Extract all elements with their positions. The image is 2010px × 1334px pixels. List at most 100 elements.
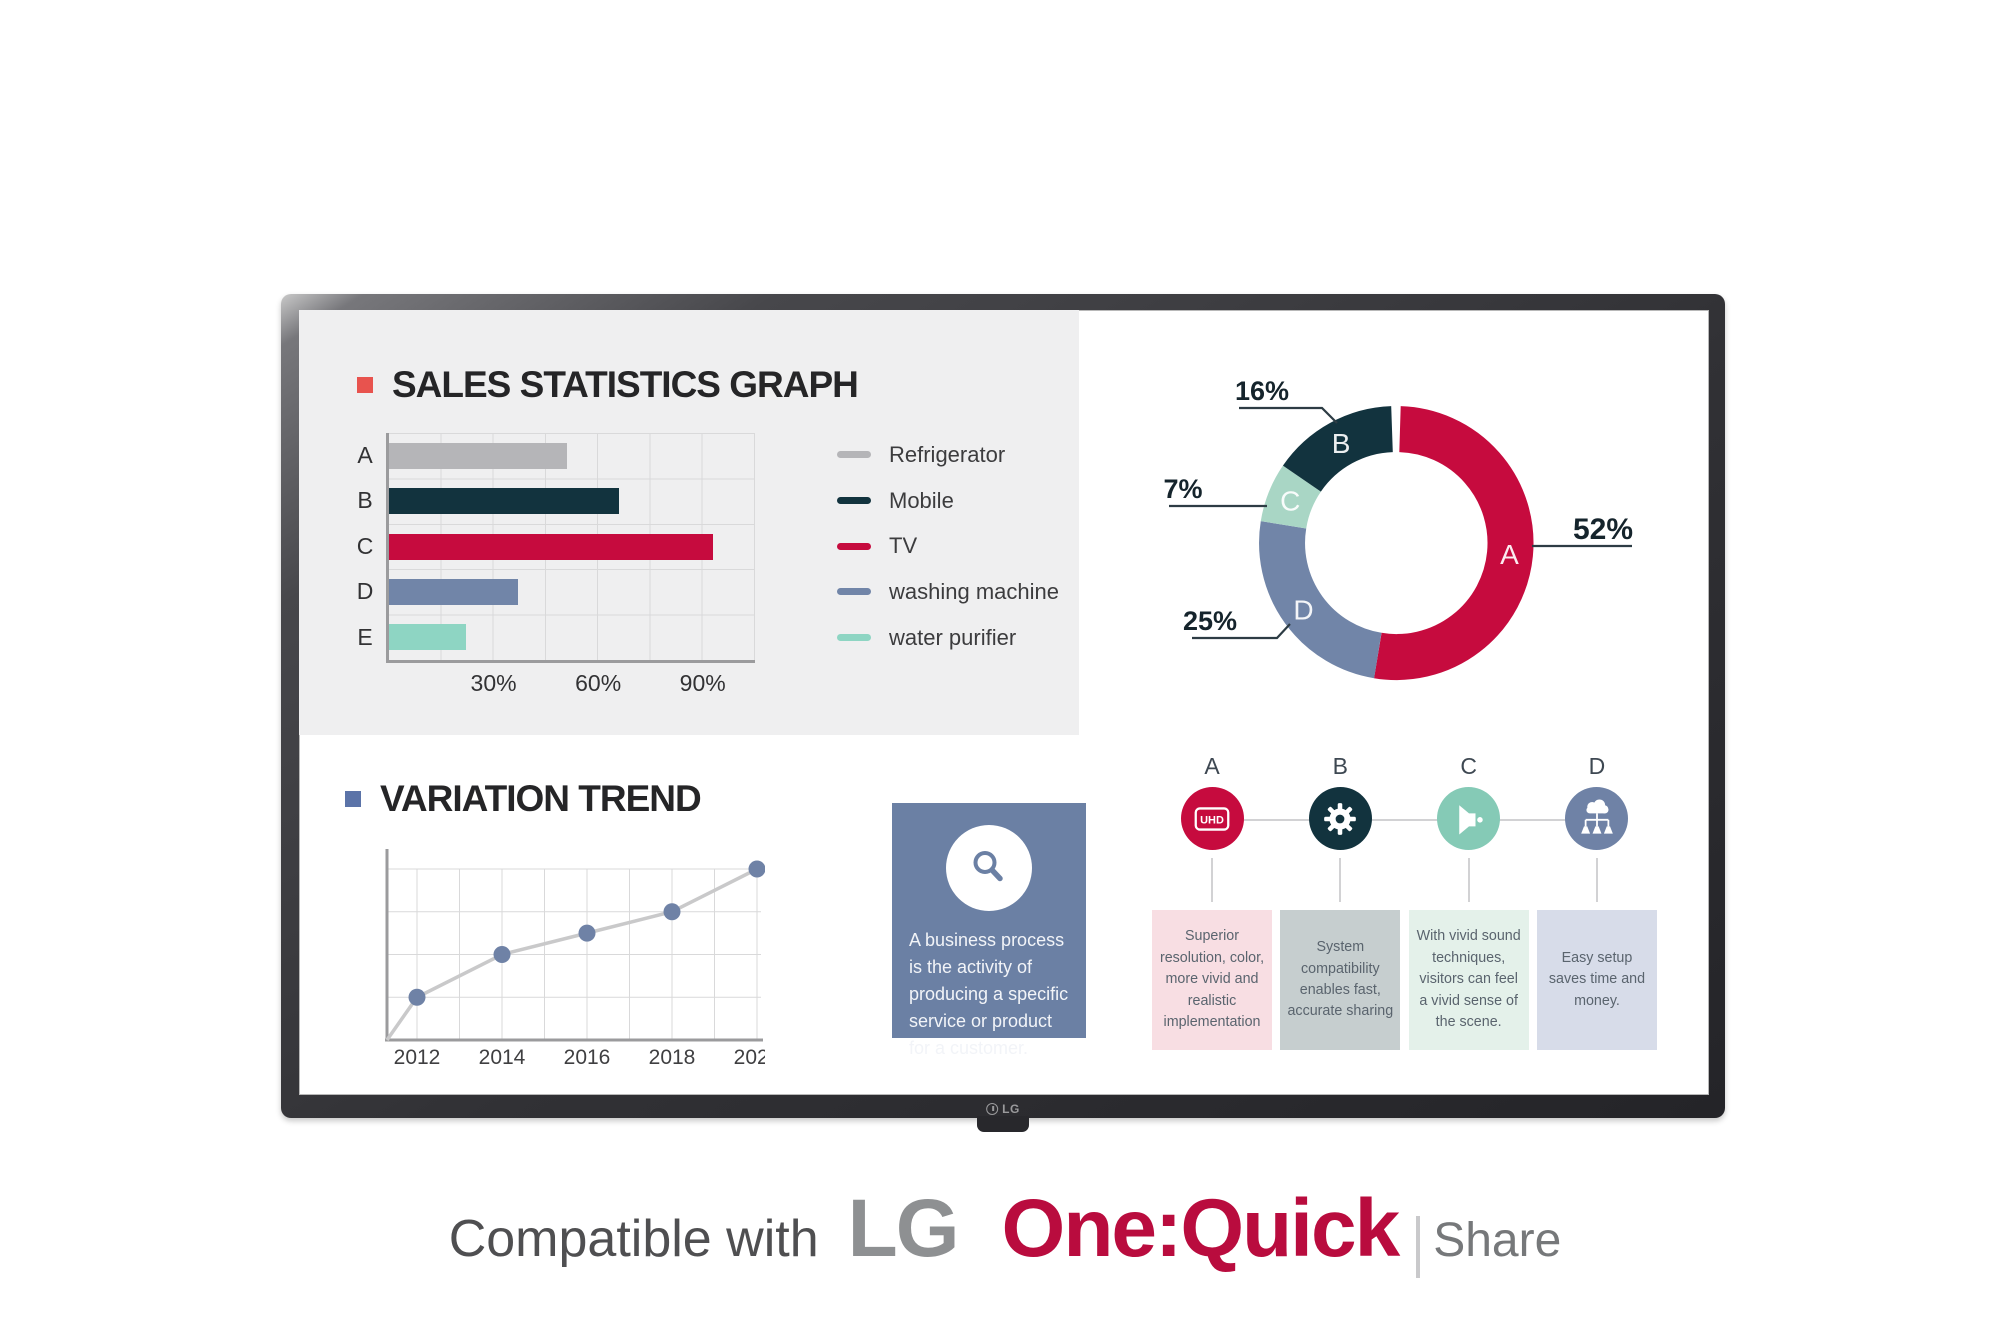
line-svg: 2012 2014 2016 2018 2020: [385, 849, 780, 1069]
gear-icon: [1324, 802, 1357, 835]
bar-category-label: D: [356, 578, 374, 605]
bar-axis-tick-label: 60%: [575, 670, 622, 696]
feature-column-D: D Easy setup saves time and money.: [1536, 753, 1657, 1050]
donut-segment-letter: C: [1280, 486, 1300, 517]
data-point: [748, 860, 766, 878]
bar: [389, 578, 518, 605]
bar: [389, 442, 567, 469]
year-label: 2016: [564, 1046, 611, 1069]
donut-percent-label: 25%: [1183, 606, 1237, 636]
uhd-badge-icon: UHD: [1194, 806, 1230, 831]
donut-segment-letter: A: [1500, 539, 1519, 570]
network-icon: [1581, 799, 1613, 834]
feature-stem-line: [1211, 858, 1213, 902]
feature-letter: C: [1460, 753, 1477, 779]
bar-category-label: A: [357, 442, 373, 468]
donut-callout-line: [1192, 623, 1291, 640]
bar-category-label: B: [357, 487, 373, 514]
tagline: Compatible with LG One:Quick Share: [0, 1183, 2010, 1278]
legend-label: TV: [889, 533, 918, 559]
feature-card-text: Superior resolution, color, more vivid a…: [1159, 928, 1265, 1031]
data-point: [408, 988, 426, 1006]
svg-text:UHD: UHD: [1200, 814, 1224, 826]
legend-swatch: [837, 497, 871, 505]
legend-item: water purifier: [837, 615, 1059, 661]
tagline-divider: [1416, 1216, 1421, 1278]
bar-axis-tick-label: 90%: [679, 670, 726, 696]
feature-letter: D: [1588, 753, 1606, 779]
legend-label: Refrigerator: [889, 441, 1006, 467]
feature-letter: A: [1204, 753, 1220, 779]
legend-swatch: [837, 588, 871, 596]
donut-segment-B: [1282, 406, 1394, 493]
feature-column-A: A UHD Superior resolution, color, more vi…: [1152, 754, 1272, 1050]
legend-item: Refrigerator: [837, 432, 1059, 478]
legend-item: TV: [837, 523, 1059, 569]
legend-label: Mobile: [889, 487, 954, 513]
speaker-icon: [1458, 804, 1483, 834]
feature-card-C: With vivid sound techniques, visitors ca…: [1408, 910, 1529, 1050]
year-label: 2020: [734, 1046, 765, 1069]
bar-axis-tick-label: 30%: [470, 670, 517, 696]
legend-label: washing machine: [889, 578, 1059, 604]
business-process-text: A business process is the activity of pr…: [909, 930, 1069, 1058]
feature-column-B: B System compatibility enables fast, acc…: [1280, 753, 1401, 1050]
year-label: 2012: [394, 1046, 441, 1069]
feature-column-C: C With vivid sound techniques, visitors …: [1408, 753, 1529, 1050]
legend-item: washing machine: [837, 569, 1059, 615]
feature-stem-line: [1467, 858, 1470, 902]
lg-face-icon: [986, 1103, 999, 1115]
sales-title-text: SALES STATISTICS GRAPH: [392, 364, 859, 405]
magnifier-icon: [946, 825, 1032, 911]
legend-label: water purifier: [889, 624, 1017, 650]
data-point: [493, 946, 511, 963]
trend-line: [385, 867, 758, 1042]
donut-segment-C: [1260, 465, 1322, 530]
feature-columns: A UHD Superior resolution, color, more vi…: [1152, 754, 1657, 1050]
feature-letter: B: [1332, 753, 1348, 779]
feature-card-text: System compatibility enables fast, accur…: [1287, 939, 1394, 1020]
feature-card-B: System compatibility enables fast, accur…: [1280, 910, 1401, 1050]
feature-circle-B: [1308, 787, 1372, 850]
sales-donut-chart: A 52% D 25% C 7% B 16%: [1099, 370, 1709, 760]
sales-title-bullet: [357, 377, 373, 393]
donut-segment-D: [1259, 521, 1383, 679]
year-label: 2018: [649, 1046, 696, 1069]
sales-bar-chart: A B C D E 30% 60% 90%: [357, 433, 755, 696]
legend-swatch: [837, 634, 871, 642]
variation-line-chart: 2012 2014 2016 2018 2020: [385, 848, 780, 1074]
legend-swatch: [837, 542, 871, 550]
lg-logo-text: LG: [1002, 1102, 1020, 1116]
feature-card-text: Easy setup saves time and money.: [1548, 949, 1646, 1009]
legend-swatch: [837, 451, 871, 459]
sales-panel-title: SALES STATISTICS GRAPH: [357, 364, 859, 406]
feature-circle-A: UHD: [1180, 787, 1244, 850]
tagline-prefix: Compatible with: [448, 1210, 819, 1268]
feature-stem-line: [1595, 858, 1598, 902]
monitor-frame: SALES STATISTICS GRAPH A B C D E 30% 60% 90% Re…: [281, 294, 1725, 1132]
bar: [389, 488, 620, 515]
donut-segment-letter: B: [1332, 428, 1351, 459]
feature-circle-D: [1565, 787, 1629, 850]
donut-percent-label: 52%: [1573, 513, 1633, 546]
business-process-box: A business process is the activity of pr…: [892, 803, 1086, 1058]
monitor-screen: SALES STATISTICS GRAPH A B C D E 30% 60% 90% Re…: [299, 310, 1709, 1095]
feature-stem-line: [1339, 858, 1342, 902]
lg-logo: LG: [986, 1103, 1020, 1115]
monitor-control-tab: [977, 1116, 1029, 1132]
donut-segment-letter: D: [1293, 595, 1313, 626]
bar: [389, 624, 466, 651]
variation-panel-title: VARIATION TREND: [345, 778, 702, 820]
tagline-lg-brand: LG: [847, 1183, 960, 1274]
feature-connector-line: [1215, 819, 1598, 821]
feature-card-text: With vivid sound techniques, visitors ca…: [1416, 928, 1521, 1031]
donut-segment-A: [1374, 406, 1534, 681]
bar-category-label: E: [357, 623, 373, 650]
feature-card-A: Superior resolution, color, more vivid a…: [1152, 910, 1272, 1050]
variation-title-bullet: [345, 791, 361, 807]
donut-callout-line: [1239, 406, 1338, 424]
donut-percent-label: 7%: [1163, 474, 1202, 504]
data-point: [663, 903, 681, 921]
tagline-product-name: One:Quick: [1001, 1183, 1401, 1274]
